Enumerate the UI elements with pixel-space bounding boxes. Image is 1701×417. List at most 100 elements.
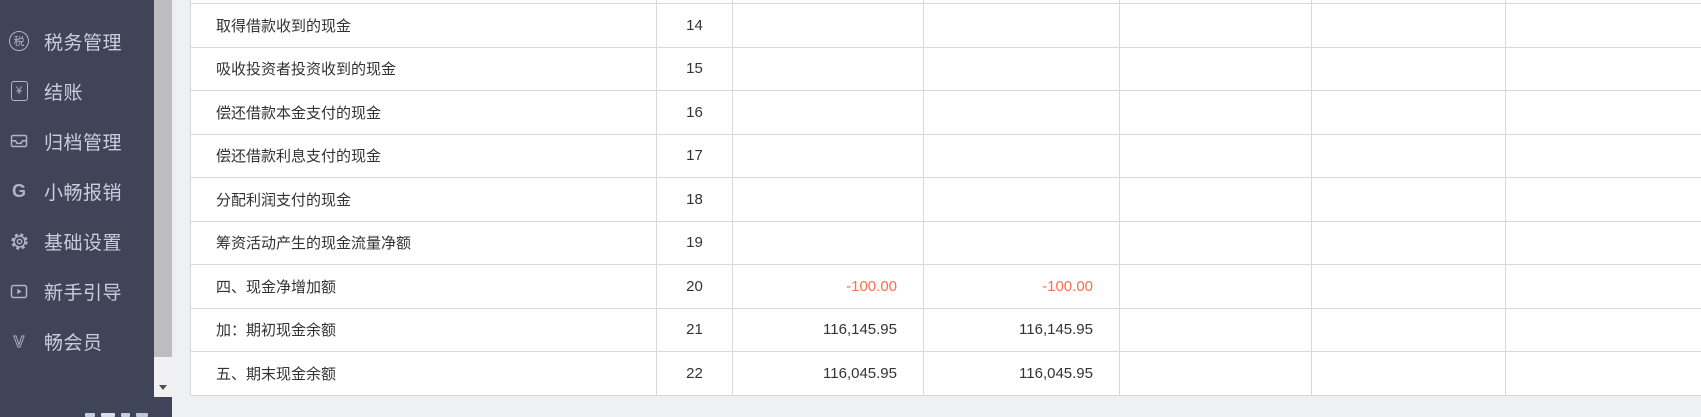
amount-cell — [1312, 4, 1506, 47]
line-number-cell: 17 — [657, 134, 733, 177]
amount-cell — [1312, 308, 1506, 351]
amount-cell — [1312, 178, 1506, 221]
amount-cell: 116,145.95 — [733, 308, 924, 351]
amount-cell — [1120, 4, 1312, 47]
sidebar-item-basic-settings[interactable]: 基础设置 — [0, 216, 154, 266]
scrollbar-thumb[interactable] — [154, 0, 172, 357]
table-row: 五、期末现金余额 22 116,045.95 116,045.95 — [191, 352, 1701, 396]
amount-cell — [1120, 178, 1312, 221]
amount-cell — [1506, 222, 1701, 265]
amount-cell — [1120, 47, 1312, 90]
sidebar-item-beginner-guide[interactable]: 新手引导 — [0, 266, 154, 316]
amount-cell — [1506, 91, 1701, 134]
settlement-icon-glyph: ¥ — [10, 81, 28, 101]
amount-cell — [1120, 221, 1312, 264]
partial-text-mark — [85, 413, 95, 417]
amount-cell — [924, 47, 1120, 90]
partial-text-mark — [136, 413, 148, 417]
amount-cell — [1312, 352, 1506, 395]
amount-cell — [733, 221, 924, 264]
amount-cell — [1506, 352, 1701, 395]
sidebar-partial-item[interactable] — [0, 397, 154, 417]
amount-cell — [1312, 47, 1506, 90]
amount-cell — [924, 0, 1120, 3]
amount-cell: 116,145.95 — [924, 308, 1120, 351]
table-row: 偿还借款利息支付的现金 17 — [191, 134, 1701, 178]
amount-cell — [1312, 0, 1506, 3]
amount-cell — [1120, 134, 1312, 177]
cash-flow-table: 取得借款收到的现金 14 吸收投资者投资收到的现金 15 偿还借款本金支付的现金… — [190, 0, 1701, 396]
sidebar-item-label: 结账 — [44, 82, 84, 104]
reimbursement-icon: G — [8, 180, 30, 202]
amount-cell — [733, 0, 924, 3]
amount-cell — [1312, 134, 1506, 177]
member-icon: V — [8, 330, 30, 352]
amount-cell — [1312, 221, 1506, 264]
reimbursement-icon-glyph: G — [11, 180, 26, 201]
item-label-cell: 取得借款收到的现金 — [191, 4, 657, 47]
table-row-partial — [191, 0, 1701, 4]
sidebar: 税 税务管理 ¥ 结账 归档管理 G 小畅报销 — [0, 0, 172, 417]
sidebar-item-label: 畅会员 — [44, 332, 103, 354]
settlement-icon: ¥ — [8, 80, 30, 102]
sidebar-scrollbar[interactable] — [154, 0, 172, 397]
beginner-guide-icon — [8, 280, 30, 302]
amount-cell — [924, 4, 1120, 47]
line-number-cell: 19 — [657, 221, 733, 264]
sidebar-item-label: 税务管理 — [44, 32, 123, 54]
amount-cell — [733, 91, 924, 134]
sidebar-item-tax-management[interactable]: 税 税务管理 — [0, 16, 154, 66]
amount-cell — [1312, 91, 1506, 134]
scrollbar-down-button[interactable] — [154, 377, 172, 397]
item-label-cell: 吸收投资者投资收到的现金 — [191, 47, 657, 90]
table-row: 分配利润支付的现金 18 — [191, 178, 1701, 222]
amount-cell — [1120, 308, 1312, 351]
sidebar-item-xiaochang-reimbursement[interactable]: G 小畅报销 — [0, 166, 154, 216]
line-number-cell: 16 — [657, 91, 733, 134]
amount-cell — [924, 134, 1120, 177]
tax-icon-glyph: 税 — [9, 31, 29, 51]
table-row: 四、现金净增加额 20 -100.00 -100.00 — [191, 265, 1701, 309]
item-label-cell: 五、期末现金余额 — [191, 352, 657, 395]
item-label-cell — [191, 0, 657, 3]
amount-cell: -100.00 — [733, 265, 924, 308]
archive-icon — [8, 130, 30, 152]
line-number-cell: 20 — [657, 265, 733, 308]
amount-cell: 116,045.95 — [924, 352, 1120, 395]
table-row: 加：期初现金余额 21 116,145.95 116,145.95 — [191, 308, 1701, 352]
amount-cell — [1506, 178, 1701, 221]
amount-cell — [733, 4, 924, 47]
scroll-down-arrow-icon — [159, 384, 167, 390]
amount-cell — [1120, 352, 1312, 395]
item-label-cell: 偿还借款本金支付的现金 — [191, 91, 657, 134]
amount-cell — [1312, 265, 1506, 308]
amount-cell — [733, 47, 924, 90]
amount-cell: 116,045.95 — [733, 352, 924, 395]
item-label-cell: 偿还借款利息支付的现金 — [191, 134, 657, 177]
partial-text-mark — [121, 413, 130, 417]
item-label-cell: 筹资活动产生的现金流量净额 — [191, 221, 657, 264]
member-icon-glyph: V — [14, 334, 25, 351]
amount-cell — [1120, 0, 1312, 3]
amount-cell — [924, 178, 1120, 221]
amount-cell — [733, 134, 924, 177]
line-number-cell: 21 — [657, 308, 733, 351]
table-row: 吸收投资者投资收到的现金 15 — [191, 47, 1701, 91]
line-number-cell — [657, 0, 733, 3]
sidebar-menu: 税 税务管理 ¥ 结账 归档管理 G 小畅报销 — [0, 0, 154, 366]
amount-cell — [1506, 0, 1701, 3]
amount-cell — [1506, 309, 1701, 352]
item-label-cell: 四、现金净增加额 — [191, 265, 657, 308]
line-number-cell: 18 — [657, 178, 733, 221]
amount-cell — [733, 178, 924, 221]
sidebar-item-label: 归档管理 — [44, 132, 123, 154]
amount-cell — [1506, 265, 1701, 308]
sidebar-item-chang-member[interactable]: V 畅会员 — [0, 316, 154, 366]
amount-cell: -100.00 — [924, 265, 1120, 308]
sidebar-item-archive-management[interactable]: 归档管理 — [0, 116, 154, 166]
table-row: 取得借款收到的现金 14 — [191, 4, 1701, 48]
amount-cell — [1120, 265, 1312, 308]
table-row: 筹资活动产生的现金流量净额 19 — [191, 221, 1701, 265]
sidebar-item-label: 新手引导 — [44, 282, 123, 304]
sidebar-item-closing[interactable]: ¥ 结账 — [0, 66, 154, 116]
